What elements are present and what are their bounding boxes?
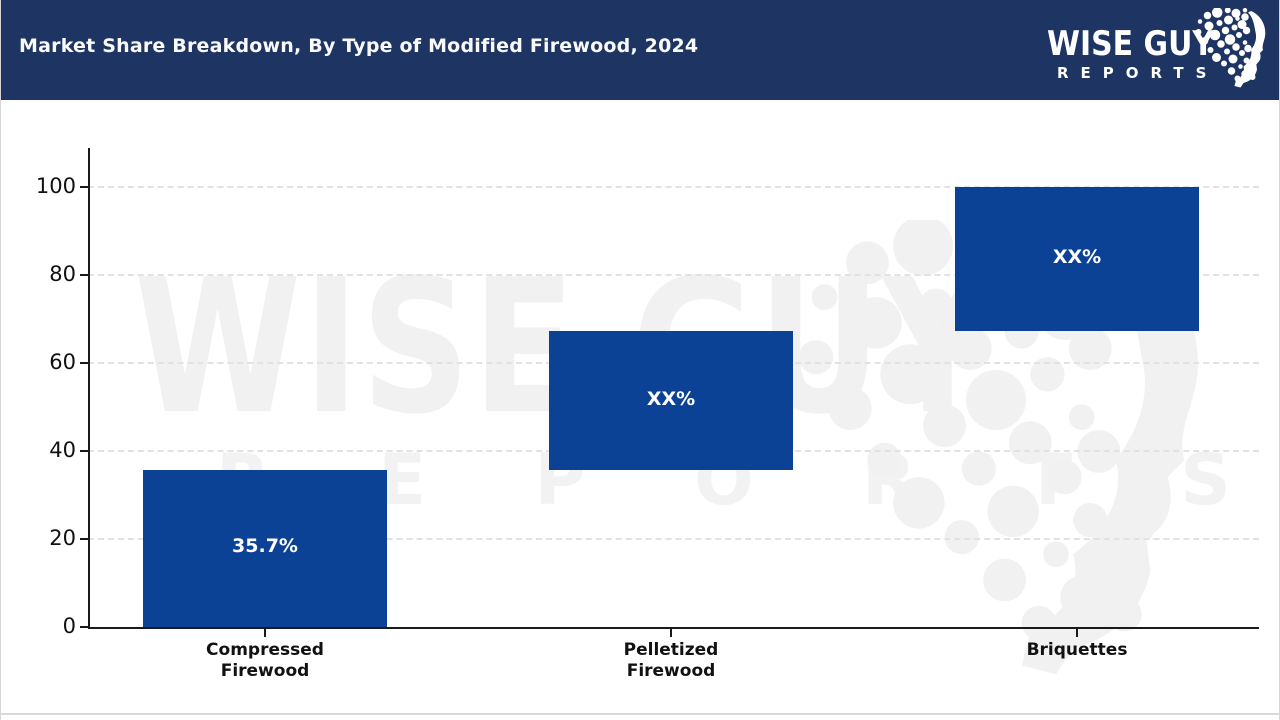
bar-compressed-firewood: 35.7%	[143, 469, 387, 627]
category-label-compressed-firewood: Compressed Firewood	[206, 640, 324, 681]
x-tick-compressed-firewood	[264, 629, 266, 637]
bar-briquettes: XX%	[955, 187, 1199, 332]
bar-label-compressed-firewood: 35.7%	[232, 535, 298, 558]
bar-label-pelletized-firewood: XX%	[646, 387, 696, 410]
x-tick-briquettes	[1076, 629, 1078, 637]
logo-face-icon	[1191, 8, 1269, 92]
y-tick-40	[80, 450, 88, 452]
bottom-divider	[1, 713, 1279, 715]
y-tick-label-100: 100	[35, 174, 76, 198]
y-tick-label-0: 0	[62, 614, 76, 638]
x-tick-pelletized-firewood	[670, 629, 672, 637]
logo-wordmark: WISE GUY	[1047, 24, 1215, 64]
category-label-pelletized-firewood: Pelletized Firewood	[623, 640, 719, 681]
y-tick-0	[80, 626, 88, 628]
y-tick-100	[80, 186, 88, 188]
y-tick-label-20: 20	[49, 526, 76, 550]
y-axis-line	[88, 148, 90, 629]
header-bar: Market Share Breakdown, By Type of Modif…	[1, 0, 1279, 100]
bar-label-briquettes: XX%	[1052, 246, 1102, 269]
x-axis-line	[88, 627, 1259, 629]
gridline-80	[88, 274, 1259, 276]
bar-pelletized-firewood: XX%	[549, 331, 793, 470]
y-tick-label-80: 80	[49, 262, 76, 286]
y-tick-20	[80, 538, 88, 540]
wise-guy-reports-logo: WISE GUY REPORTS	[1011, 6, 1267, 94]
waterfall-chart: WISE GUY R E P O R T S 02040608010035.7%…	[1, 100, 1279, 714]
category-label-briquettes: Briquettes	[1026, 640, 1128, 660]
page-title: Market Share Breakdown, By Type of Modif…	[19, 35, 699, 57]
logo-subtext: REPORTS	[1057, 64, 1219, 82]
y-tick-80	[80, 274, 88, 276]
y-tick-60	[80, 362, 88, 364]
y-tick-label-60: 60	[49, 350, 76, 374]
gridline-20	[88, 538, 1259, 540]
y-tick-label-40: 40	[49, 438, 76, 462]
gridline-100	[88, 186, 1259, 188]
